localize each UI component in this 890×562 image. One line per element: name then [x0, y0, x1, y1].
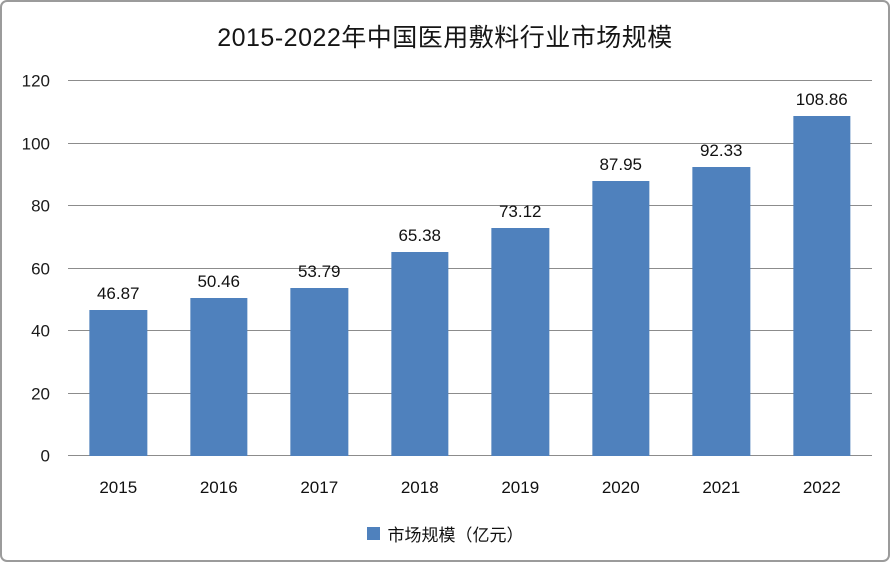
- category-2020: 87.95: [571, 81, 672, 456]
- gridline: [68, 267, 872, 269]
- gridline: [68, 392, 872, 394]
- gridline: [68, 80, 872, 81]
- bar-2019: [491, 227, 549, 456]
- plot-area: 46.87 50.46 53.79 65.38 73.12 87.95 92.33 108.8…: [68, 80, 872, 456]
- bar-2022: [793, 115, 851, 456]
- category-2016: 50.46: [169, 81, 270, 456]
- bar-value-label: 108.86: [795, 89, 848, 109]
- x-tick-label: 2022: [802, 478, 841, 497]
- y-tick-label: 40: [31, 321, 50, 341]
- x-axis-line: [68, 455, 872, 456]
- bar-value-label: 73.12: [498, 201, 542, 221]
- legend-swatch-icon: [366, 526, 380, 540]
- gridline: [68, 330, 872, 331]
- category-2022: 108.86: [772, 81, 873, 456]
- bar-2017: [290, 287, 348, 456]
- chart-title: 2015-2022年中国医用敷料行业市场规模: [217, 24, 673, 52]
- bar-2018: [391, 251, 449, 456]
- category-2018: 65.38: [370, 81, 471, 456]
- bar-series: 46.87 50.46 53.79 65.38 73.12 87.95 92.33 108.8…: [68, 81, 872, 456]
- bar-2016: [190, 298, 248, 456]
- legend-label: 市场规模（亿元）: [387, 525, 524, 545]
- x-tick-label: 2016: [199, 478, 238, 497]
- y-tick-label: 20: [31, 384, 50, 403]
- x-axis-tick-labels: 2015 2016 2017 2018 2019 2020 2021 2022: [68, 468, 872, 508]
- bar-value-label: 87.95: [599, 155, 643, 175]
- y-tick-label: 0: [40, 446, 50, 466]
- x-tick-label: 2015: [99, 478, 138, 497]
- x-tick-label: 2021: [702, 478, 741, 497]
- x-tick-label: 2020: [601, 478, 640, 497]
- category-2017: 53.79: [269, 81, 370, 456]
- bar-2021: [692, 167, 750, 456]
- y-tick-label: 80: [31, 196, 50, 216]
- x-tick-label: 2018: [400, 478, 439, 497]
- category-2021: 92.33: [671, 81, 772, 456]
- category-2015: 46.87: [68, 81, 169, 456]
- x-tick-label: 2017: [300, 478, 339, 497]
- bar-2020: [592, 181, 650, 456]
- bar-value-label: 53.79: [297, 261, 341, 281]
- gridline: [68, 142, 872, 144]
- y-tick-label: 120: [21, 71, 50, 91]
- y-axis-tick-labels: 0 20 40 60 80 100 120: [2, 73, 54, 465]
- bar-2015: [89, 309, 147, 456]
- bar-value-label: 50.46: [197, 272, 241, 292]
- y-tick-label: 100: [21, 134, 50, 153]
- y-tick-label: 60: [31, 259, 50, 278]
- legend: 市场规模（亿元）: [2, 517, 888, 549]
- gridline: [68, 205, 872, 206]
- x-tick-label: 2019: [501, 478, 540, 497]
- bar-value-label: 92.33: [699, 141, 743, 161]
- category-2019: 73.12: [470, 81, 571, 456]
- bar-value-label: 65.38: [398, 225, 442, 245]
- bar-value-label: 46.87: [96, 283, 140, 303]
